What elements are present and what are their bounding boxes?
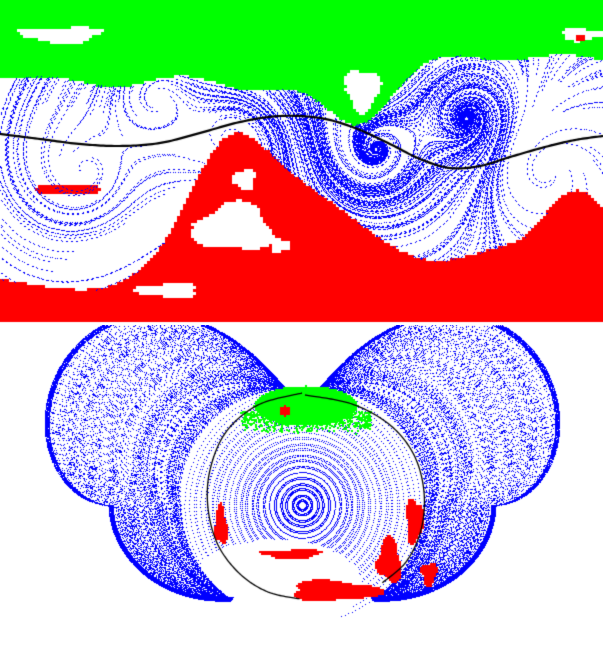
equirectangular-panel bbox=[0, 0, 603, 325]
equirectangular-plot-canvas bbox=[0, 0, 603, 325]
globe-projection-panel bbox=[0, 325, 603, 645]
globe-projection-plot-canvas bbox=[0, 325, 603, 645]
